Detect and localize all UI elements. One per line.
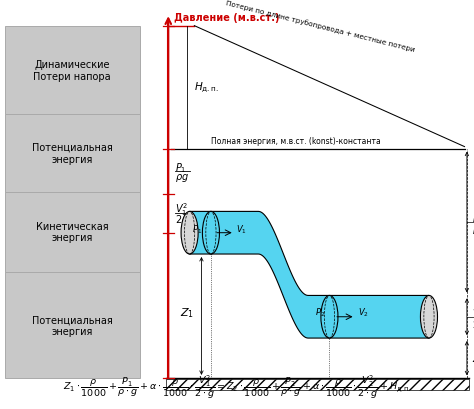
Bar [5, 192, 140, 272]
Text: $P_2$: $P_2$ [315, 306, 325, 318]
Text: $V_1$: $V_1$ [236, 223, 247, 235]
Bar [5, 27, 140, 115]
Polygon shape [190, 212, 429, 338]
Text: $2g$: $2g$ [472, 318, 474, 331]
Text: $P_1$: $P_1$ [175, 161, 187, 175]
Ellipse shape [202, 212, 219, 254]
Ellipse shape [181, 212, 198, 254]
Text: $\rho g$: $\rho g$ [175, 172, 190, 184]
Text: $H_{\rm д.п.}$: $H_{\rm д.п.}$ [194, 81, 219, 95]
Text: $Z_1$: $Z_1$ [180, 306, 194, 319]
Text: $\rho g$: $\rho g$ [472, 224, 474, 236]
Text: Кинетическая
энергия: Кинетическая энергия [36, 221, 109, 243]
Text: Потери по длине трубопровода + местные потери: Потери по длине трубопровода + местные п… [225, 0, 415, 53]
Text: $P_1$: $P_1$ [191, 223, 202, 235]
Ellipse shape [321, 296, 338, 338]
Text: $2g$: $2g$ [175, 213, 190, 227]
Bar [5, 272, 140, 378]
Ellipse shape [420, 296, 438, 338]
Text: $Z_2$: $Z_2$ [472, 351, 474, 365]
Text: Динамические
Потери напора: Динамические Потери напора [34, 60, 111, 81]
Text: Давление (м.в.ст.): Давление (м.в.ст.) [174, 13, 280, 23]
Text: Полная энергия, м.в.ст. (konst)-константа: Полная энергия, м.в.ст. (konst)-констант… [211, 137, 381, 146]
Text: $Z_1 \cdot \dfrac{\rho}{1000} + \dfrac{P_1}{\rho \cdot g} + \alpha \cdot \dfrac{: $Z_1 \cdot \dfrac{\rho}{1000} + \dfrac{P… [63, 373, 411, 400]
Bar [166, 380, 469, 390]
Bar [5, 115, 140, 192]
Text: Потенциальная
энергия: Потенциальная энергия [32, 315, 113, 336]
Text: $V_1^2$: $V_1^2$ [175, 200, 188, 217]
Text: $V_2^2$: $V_2^2$ [472, 306, 474, 320]
Text: $V_2$: $V_2$ [358, 306, 369, 318]
Text: Потенциальная
энергия: Потенциальная энергия [32, 143, 113, 164]
Text: $P_2$: $P_2$ [472, 211, 474, 225]
